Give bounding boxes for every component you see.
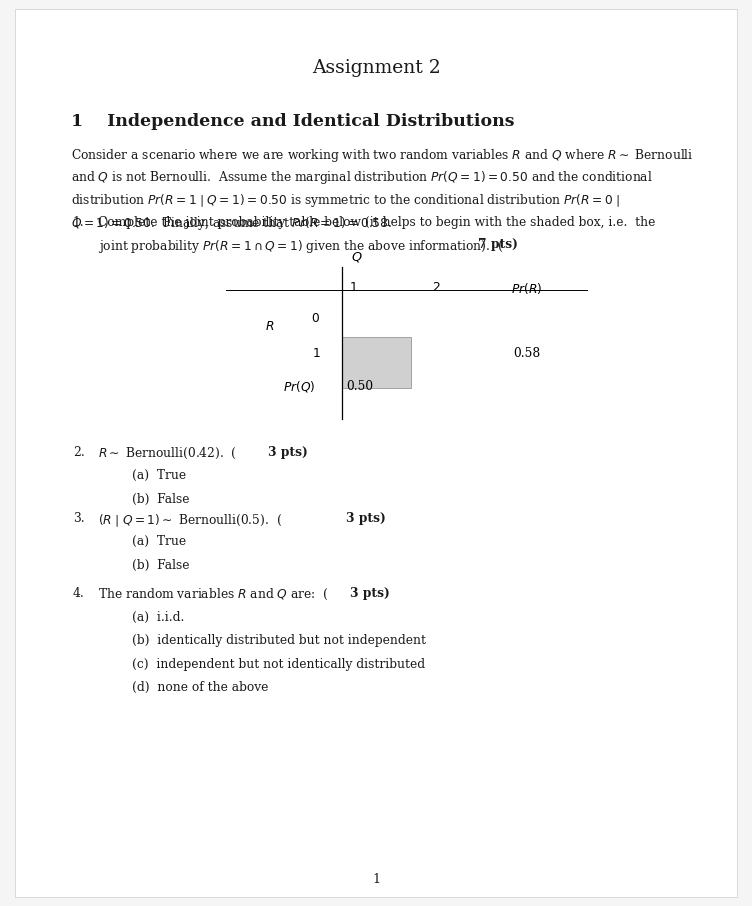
Text: (d)  none of the above: (d) none of the above (132, 681, 268, 694)
Text: $Pr(R)$: $Pr(R)$ (511, 281, 542, 296)
Text: $(R \mid Q = 1) \sim$ Bernoulli(0.5).  (: $(R \mid Q = 1) \sim$ Bernoulli(0.5). ( (98, 512, 282, 528)
Text: 2.: 2. (73, 446, 85, 458)
Text: $Q$: $Q$ (351, 250, 363, 264)
Text: 0.50: 0.50 (346, 381, 373, 393)
Text: The random variables $R$ and $Q$ are:  (: The random variables $R$ and $Q$ are: ( (98, 587, 329, 602)
Text: Consider a scenario where we are working with two random variables $R$ and $Q$ w: Consider a scenario where we are working… (71, 147, 694, 164)
Text: (a)  i.i.d.: (a) i.i.d. (132, 611, 184, 623)
Text: 0.58: 0.58 (513, 347, 540, 360)
Text: $1$: $1$ (349, 281, 358, 294)
Text: Complete the joint probability table below (it helps to begin with the shaded bo: Complete the joint probability table bel… (98, 216, 655, 228)
Text: $Pr(Q)$: $Pr(Q)$ (284, 380, 316, 394)
Text: $1$: $1$ (311, 347, 320, 360)
Text: 1.: 1. (73, 216, 84, 228)
Text: $2$: $2$ (432, 281, 441, 294)
Text: 3.: 3. (73, 512, 84, 525)
Text: $0$: $0$ (311, 313, 320, 325)
Text: 1    Independence and Identical Distributions: 1 Independence and Identical Distributio… (71, 113, 515, 130)
Text: (c)  independent but not identically distributed: (c) independent but not identically dist… (132, 658, 425, 670)
Text: Assignment 2: Assignment 2 (311, 59, 441, 77)
Text: (b)  False: (b) False (132, 559, 189, 572)
Text: 7 pts): 7 pts) (478, 238, 517, 251)
Text: (a)  True: (a) True (132, 469, 186, 482)
Text: (b)  identically distributed but not independent: (b) identically distributed but not inde… (132, 634, 426, 647)
Text: $R \sim$ Bernoulli(0.42).  (: $R \sim$ Bernoulli(0.42). ( (98, 446, 237, 461)
Text: joint probability $Pr(R = 1 \cap Q = 1)$ given the above information).  (: joint probability $Pr(R = 1 \cap Q = 1)$… (98, 238, 503, 255)
Text: (b)  False: (b) False (132, 493, 189, 506)
Text: (a)  True: (a) True (132, 535, 186, 548)
Text: 1: 1 (372, 873, 380, 886)
Bar (342, 337, 411, 388)
Text: distribution $Pr(R = 1 \mid Q = 1) = 0.50$ is symmetric to the conditional distr: distribution $Pr(R = 1 \mid Q = 1) = 0.5… (71, 192, 620, 209)
Text: 3 pts): 3 pts) (268, 446, 308, 458)
Text: and $Q$ is not Bernoulli.  Assume the marginal distribution $Pr(Q = 1) = 0.50$ a: and $Q$ is not Bernoulli. Assume the mar… (71, 169, 653, 187)
Text: 3 pts): 3 pts) (346, 512, 386, 525)
Text: 4.: 4. (73, 587, 85, 600)
Text: 3 pts): 3 pts) (350, 587, 390, 600)
Text: $Q = 1) = 0.50$.  Finally, assume that $Pr(R = 1) = 0.58$.: $Q = 1) = 0.50$. Finally, assume that $P… (71, 215, 393, 232)
Text: $R$: $R$ (265, 320, 274, 333)
